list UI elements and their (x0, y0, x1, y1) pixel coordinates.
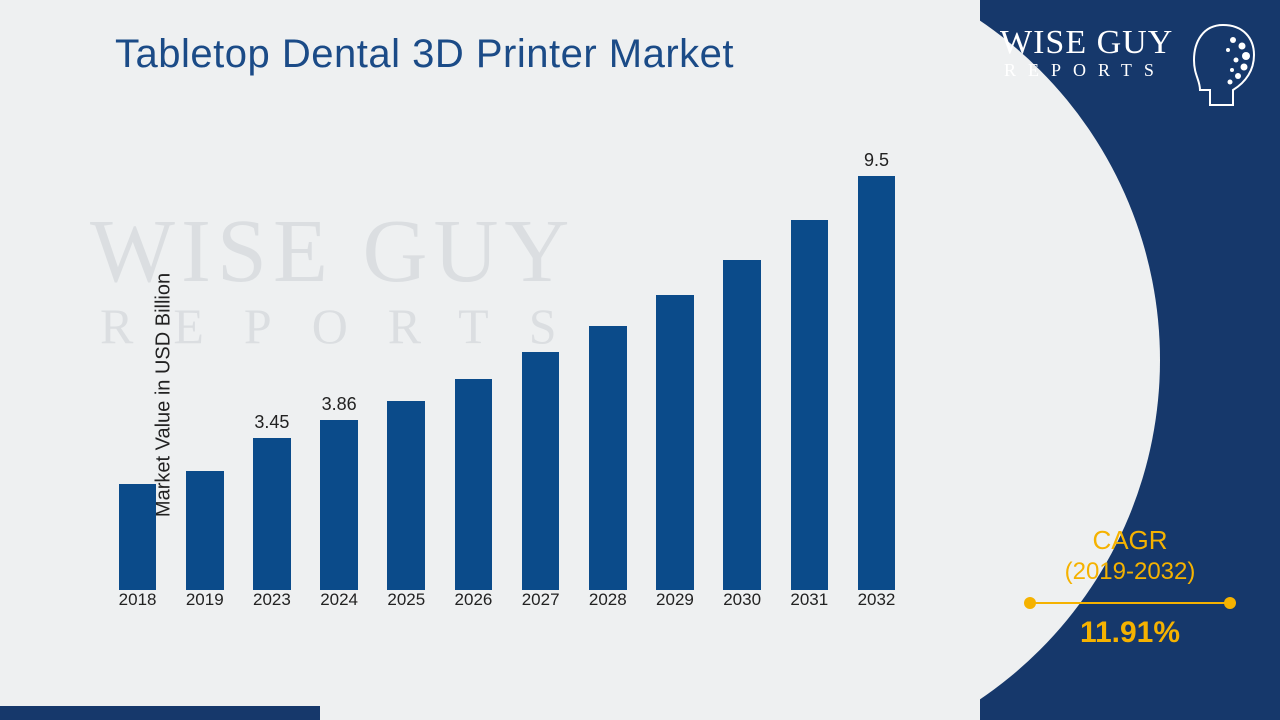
x-tick: 2032 (843, 590, 910, 616)
x-tick: 2025 (373, 590, 440, 616)
bar-slot (641, 150, 708, 590)
bar-slot: 3.45 (238, 150, 305, 590)
cagr-value: 11.91% (1010, 616, 1250, 650)
bar (387, 401, 425, 590)
plot-area: 3.45 3.86 9.5 (104, 150, 910, 590)
x-tick: 2029 (641, 590, 708, 616)
x-tick: 2028 (574, 590, 641, 616)
x-tick: 2027 (507, 590, 574, 616)
bar (656, 295, 694, 590)
bar (589, 326, 627, 590)
footer-accent-bar (0, 706, 320, 720)
bar (858, 176, 896, 590)
x-tick: 2019 (171, 590, 238, 616)
x-tick: 2030 (709, 590, 776, 616)
bars-container: 3.45 3.86 9.5 (104, 150, 910, 590)
x-tick: 2018 (104, 590, 171, 616)
x-tick: 2024 (306, 590, 373, 616)
bar (522, 352, 560, 590)
bar-slot (574, 150, 641, 590)
bar-slot (171, 150, 238, 590)
bar-slot: 9.5 (843, 150, 910, 590)
x-tick: 2026 (440, 590, 507, 616)
chart-title: Tabletop Dental 3D Printer Market (115, 32, 734, 77)
brand-head-icon (1188, 20, 1258, 110)
bar-slot (776, 150, 843, 590)
bar (791, 220, 829, 590)
bar (119, 484, 157, 590)
bar (723, 260, 761, 590)
bar-value-label: 3.86 (322, 394, 357, 416)
bar (253, 438, 291, 590)
x-axis: 2018201920232024202520262027202820292030… (104, 590, 910, 616)
bar-value-label: 9.5 (864, 150, 889, 172)
bar-slot (507, 150, 574, 590)
bar-chart: Market Value in USD Billion 3.453.869.5 … (60, 150, 910, 640)
bar-slot (440, 150, 507, 590)
cagr-label: CAGR (1010, 525, 1250, 556)
cagr-callout: CAGR (2019-2032) 11.91% (1010, 525, 1250, 650)
bar-slot (373, 150, 440, 590)
report-graphic: WISE GUY REPORTS Tabletop Dental 3D Prin… (0, 0, 1280, 720)
bar-value-label: 3.45 (254, 412, 289, 434)
bar (320, 420, 358, 590)
cagr-divider (1030, 602, 1230, 604)
x-tick: 2023 (238, 590, 305, 616)
bar-slot (709, 150, 776, 590)
bar-slot: 3.86 (306, 150, 373, 590)
bar-slot (104, 150, 171, 590)
x-tick: 2031 (776, 590, 843, 616)
cagr-range: (2019-2032) (1010, 558, 1250, 586)
bar (186, 471, 224, 590)
bar (455, 379, 493, 590)
